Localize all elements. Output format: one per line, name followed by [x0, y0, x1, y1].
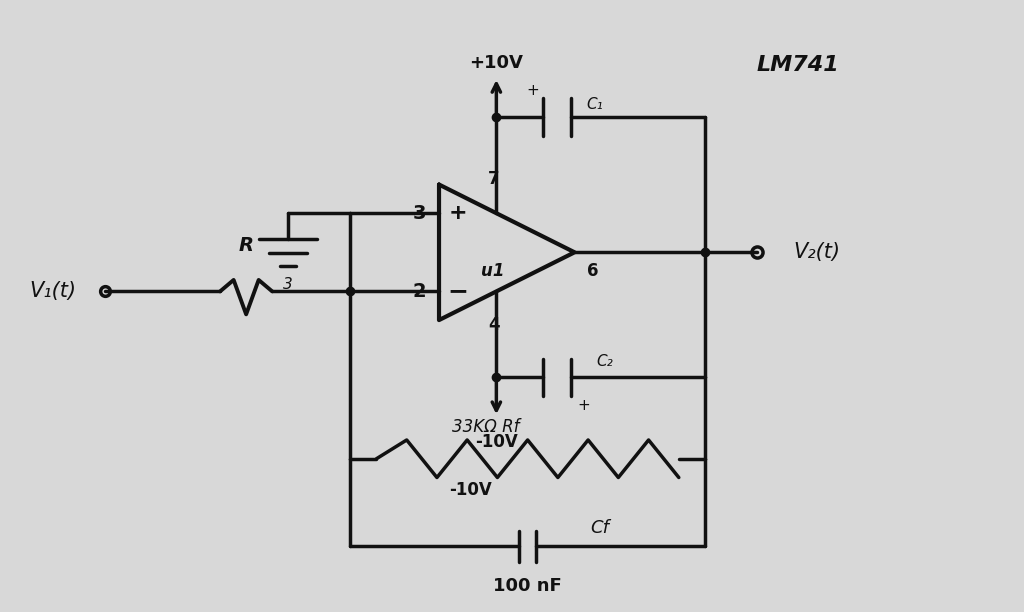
Text: −: −	[447, 280, 468, 304]
Text: u1: u1	[481, 262, 505, 280]
Text: V₂(t): V₂(t)	[794, 242, 841, 263]
Text: C₁: C₁	[586, 97, 603, 112]
Text: 7: 7	[487, 170, 500, 188]
Text: Cf: Cf	[590, 518, 609, 537]
Text: -10V: -10V	[449, 481, 492, 499]
Text: V₁(t): V₁(t)	[30, 282, 76, 301]
Text: 3: 3	[283, 277, 293, 291]
Text: 6: 6	[587, 262, 599, 280]
Text: 3: 3	[413, 204, 427, 223]
Text: +10V: +10V	[469, 54, 523, 72]
Text: 33KΩ Rf: 33KΩ Rf	[453, 419, 520, 436]
Text: 100 nF: 100 nF	[494, 577, 562, 595]
Text: -10V: -10V	[475, 433, 518, 451]
Text: +: +	[578, 398, 590, 413]
Text: R: R	[239, 236, 254, 255]
Text: LM741: LM741	[757, 54, 840, 75]
Text: +: +	[449, 203, 467, 223]
Text: 4: 4	[487, 316, 500, 334]
Text: 2: 2	[413, 282, 427, 301]
Text: C₂: C₂	[596, 354, 613, 369]
Text: +: +	[526, 83, 540, 98]
